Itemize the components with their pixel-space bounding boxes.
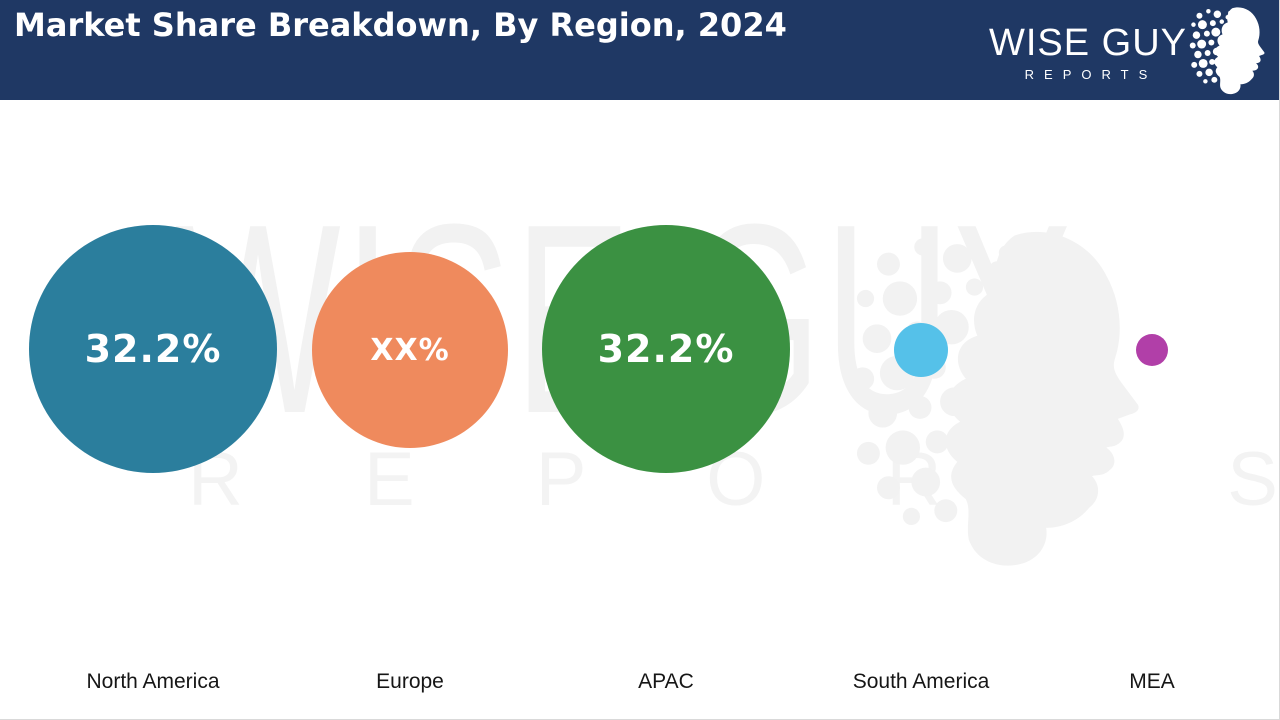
logo-wordmark-block: WISE GUY REPORTS	[989, 24, 1187, 82]
bubble-south-america	[894, 323, 948, 377]
bubble-mea	[1136, 334, 1168, 366]
region-label-south-america: South America	[852, 670, 990, 693]
bubble-north-america: 32.2%	[29, 225, 277, 473]
region-label-apac: APAC	[638, 670, 694, 693]
watermark-head-icon	[848, 224, 1164, 568]
bubble-europe: XX%	[312, 252, 508, 448]
bubble-value-europe: XX%	[370, 332, 450, 368]
brand-logo: WISE GUY REPORTS	[989, 4, 1271, 96]
region-label-north-america: North America	[86, 670, 220, 693]
region-label-mea: MEA	[1129, 670, 1175, 693]
bubble-apac: 32.2%	[542, 225, 790, 473]
logo-wordmark: WISE GUY	[988, 22, 1187, 64]
region-label-europe: Europe	[376, 670, 444, 693]
bubble-value-north-america: 32.2%	[84, 327, 222, 371]
page-title: Market Share Breakdown, By Region, 2024	[14, 6, 787, 44]
logo-subtitle: REPORTS	[1024, 67, 1158, 82]
bubble-value-apac: 32.2%	[597, 327, 735, 371]
header-banner: Market Share Breakdown, By Region, 2024 …	[0, 0, 1279, 100]
